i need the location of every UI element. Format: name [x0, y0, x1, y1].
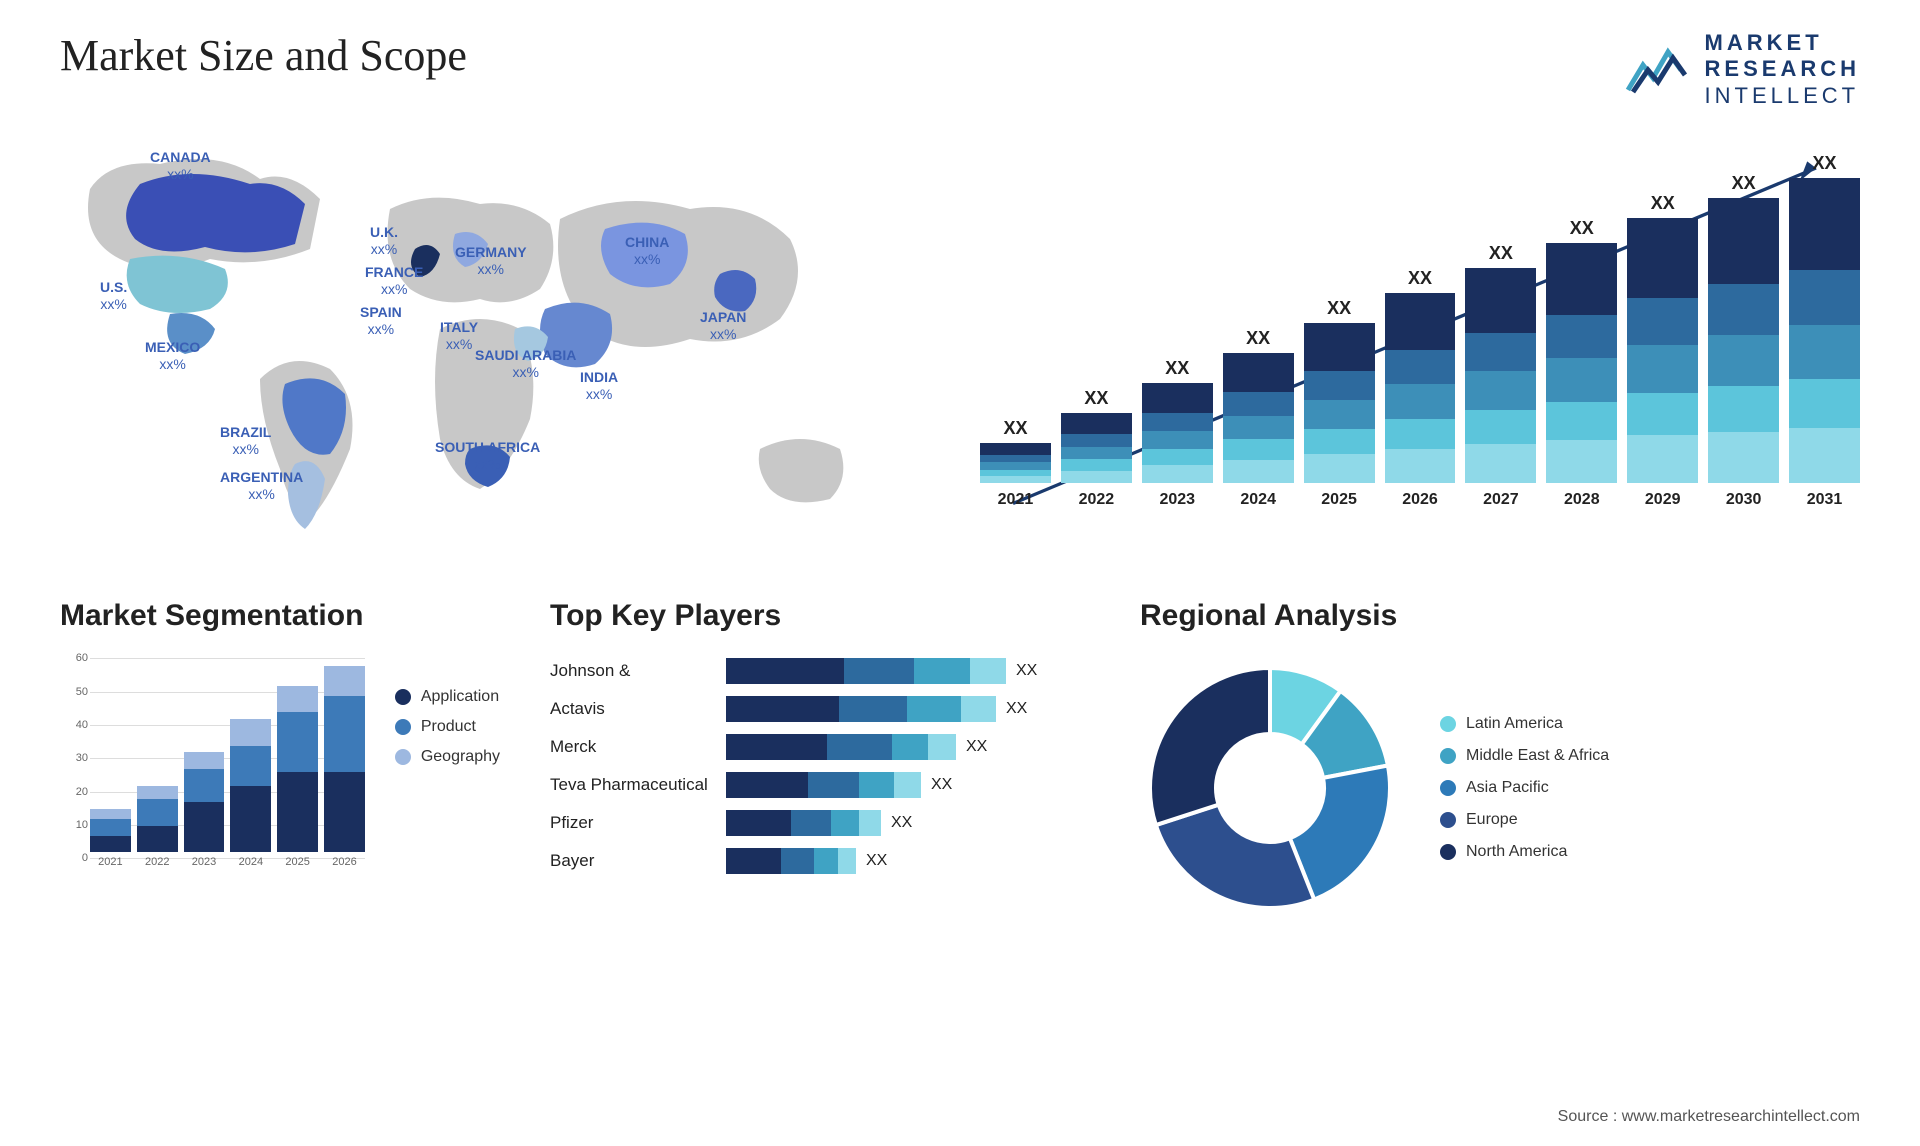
map-label: MEXICOxx%: [145, 339, 200, 373]
growth-bar: XX2024: [1223, 328, 1294, 509]
seg-bar: 2025: [277, 686, 318, 869]
map-label: SAUDI ARABIAxx%: [475, 347, 576, 381]
map-label: FRANCExx%: [365, 264, 423, 298]
segmentation-legend: Application Product Geography: [395, 658, 500, 888]
map-label: INDIAxx%: [580, 369, 618, 403]
map-label: SOUTH AFRICAxx%: [435, 439, 540, 473]
segmentation-chart: 0102030405060 202120222023202420252026: [60, 658, 365, 888]
legend-item: Asia Pacific: [1440, 779, 1609, 797]
growth-chart: XX2021XX2022XX2023XX2024XX2025XX2026XX20…: [980, 129, 1860, 559]
seg-bar: 2023: [184, 752, 225, 868]
player-row: BayerXX: [550, 848, 1090, 874]
logo-icon: [1623, 40, 1693, 100]
growth-bar: XX2030: [1708, 173, 1779, 509]
players-section: Top Key Players Johnson &XX ActavisXX Merc…: [550, 599, 1090, 918]
page-title: Market Size and Scope: [60, 30, 467, 81]
growth-bar: XX2023: [1142, 358, 1213, 509]
world-map: CANADAxx% U.S.xx% MEXICOxx% BRAZILxx% ARGENT…: [60, 129, 940, 559]
source-label: Source : www.marketresearchintellect.com: [1558, 1108, 1860, 1126]
player-row: PfizerXX: [550, 810, 1090, 836]
growth-bar: XX2025: [1304, 298, 1375, 509]
legend-item: Geography: [395, 748, 500, 766]
segmentation-section: Market Segmentation 0102030405060 202120…: [60, 599, 500, 918]
growth-bar: XX2022: [1061, 388, 1132, 509]
regional-donut: [1140, 658, 1400, 918]
legend-item: Middle East & Africa: [1440, 747, 1609, 765]
map-label: CHINAxx%: [625, 234, 669, 268]
growth-bar: XX2027: [1465, 243, 1536, 509]
legend-item: Latin America: [1440, 715, 1609, 733]
map-label: JAPANxx%: [700, 309, 746, 343]
map-label: ARGENTINAxx%: [220, 469, 303, 503]
players-chart: Johnson &XX ActavisXX MerckXX Teva Pharmace…: [550, 658, 1090, 874]
map-label: U.S.xx%: [100, 279, 127, 313]
map-label: BRAZILxx%: [220, 424, 271, 458]
regional-title: Regional Analysis: [1140, 599, 1860, 633]
seg-bar: 2022: [137, 786, 178, 869]
map-label: SPAINxx%: [360, 304, 402, 338]
legend-item: Product: [395, 718, 500, 736]
brand-logo: MARKET RESEARCH INTELLECT: [1623, 30, 1860, 109]
player-row: MerckXX: [550, 734, 1090, 760]
player-row: Teva PharmaceuticalXX: [550, 772, 1090, 798]
legend-item: North America: [1440, 843, 1609, 861]
seg-bar: 2024: [230, 719, 271, 868]
players-title: Top Key Players: [550, 599, 1090, 633]
map-label: U.K.xx%: [370, 224, 398, 258]
regional-section: Regional Analysis Latin America Middle Ea…: [1140, 599, 1860, 918]
legend-item: Application: [395, 688, 500, 706]
map-label: CANADAxx%: [150, 149, 211, 183]
player-row: ActavisXX: [550, 696, 1090, 722]
growth-bar: XX2029: [1627, 193, 1698, 509]
growth-bar: XX2026: [1385, 268, 1456, 509]
legend-item: Europe: [1440, 811, 1609, 829]
seg-bar: 2026: [324, 666, 365, 869]
seg-bar: 2021: [90, 809, 131, 868]
player-row: Johnson &XX: [550, 658, 1090, 684]
growth-bar: XX2021: [980, 418, 1051, 509]
map-label: GERMANYxx%: [455, 244, 527, 278]
segmentation-title: Market Segmentation: [60, 599, 500, 633]
growth-bar: XX2031: [1789, 153, 1860, 509]
regional-legend: Latin America Middle East & Africa Asia Pa…: [1440, 715, 1609, 861]
growth-bar: XX2028: [1546, 218, 1617, 509]
map-label: ITALYxx%: [440, 319, 478, 353]
